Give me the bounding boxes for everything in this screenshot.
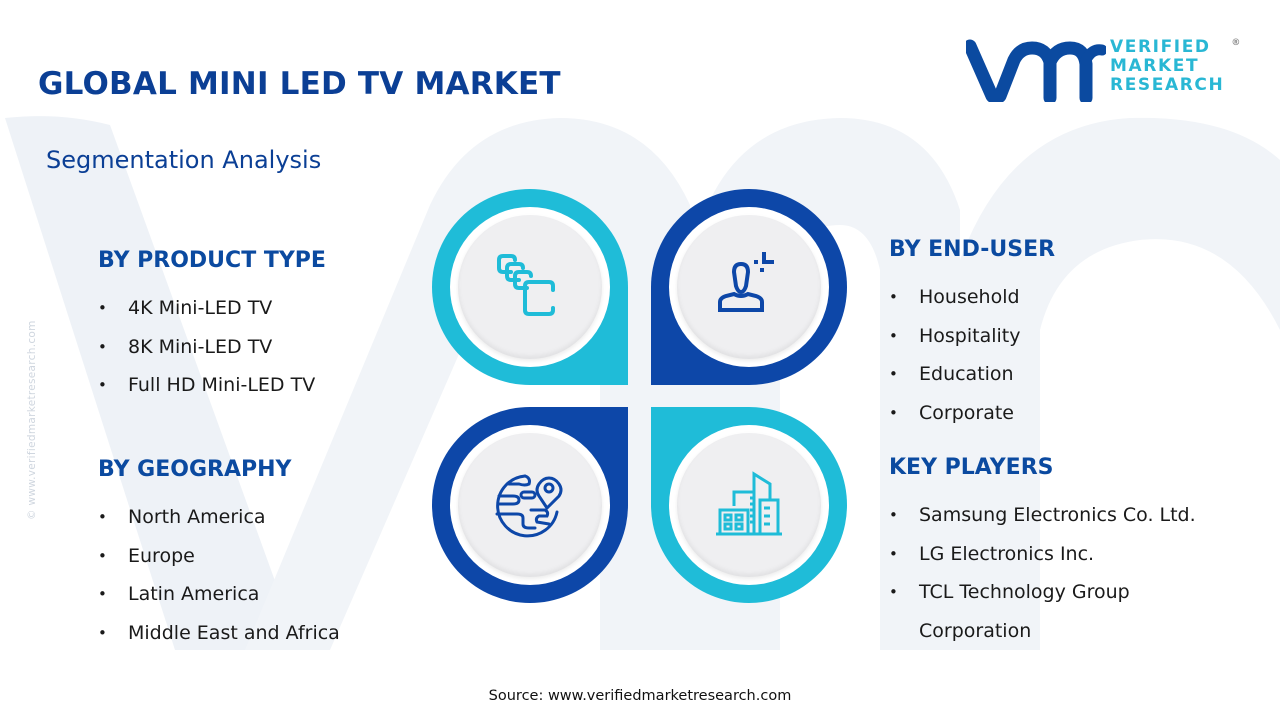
list-item: • Europe [98,544,195,567]
source-footnote: Source: www.verifiedmarketresearch.com [488,688,792,704]
segment-product-type: BY PRODUCT TYPE • 4K Mini-LED TV • 8K Mini… [98,248,326,405]
buildings-icon [716,471,782,536]
logo-line-3: RESEARCH [1110,75,1225,95]
segment-geography: BY GEOGRAPHY • North America • Europe • Lat… [98,457,340,652]
list-item: • Full HD Mini-LED TV [98,374,316,396]
segment-heading: BY GEOGRAPHY [98,457,292,482]
segment-heading: BY END-USER [889,237,1056,262]
registered-mark: ® [1231,38,1241,48]
list-item: • 8K Mini-LED TV [98,335,273,358]
vertical-watermark: © www.verifiedmarketresearch.com [26,320,38,520]
user-profile-icon [718,252,774,312]
list-item: • Middle East and Africa [98,621,340,644]
globe-location-icon [495,474,563,538]
quadrant-bottom-left [432,407,628,603]
list-item: • Samsung Electronics Co. Ltd. [889,504,1196,526]
quadrant-top-right [651,189,847,385]
quadrant-top-left [432,189,628,385]
list-item: • TCL Technology Group [889,581,1130,603]
logo-line-2: MARKET [1110,56,1200,76]
logo-line-1: VERIFIED [1110,37,1211,57]
vmr-logo: VERIFIED MARKET RESEARCH ® [966,37,1240,102]
page-subtitle: Segmentation Analysis [46,146,322,174]
stacked-screens-icon [497,254,555,316]
segment-heading: BY PRODUCT TYPE [98,248,326,273]
list-item: • Hospitality [889,324,1021,347]
list-item: • Latin America [98,583,260,605]
segment-end-user: BY END-USER • Household • Hospitality • Edu… [889,237,1055,432]
list-item: • North America [98,506,266,528]
vmr-mark-icon [966,39,1106,102]
segment-key-players: KEY PLAYERS • Samsung Electronics Co. Ltd… [889,455,1196,650]
list-item: • Corporate [889,401,1014,424]
list-item: • LG Electronics Inc. [889,542,1095,565]
list-item: • Household [889,286,1020,308]
quadrant-bottom-right [651,407,847,603]
logo-wordmark: VERIFIED MARKET RESEARCH ® [1110,37,1240,95]
list-item: • 4K Mini-LED TV [98,297,273,319]
page-title: GLOBAL MINI LED TV MARKET [38,66,561,102]
segment-heading: KEY PLAYERS [889,455,1054,480]
list-item: • Education [889,363,1014,385]
list-item-continuation: Corporation [919,619,1032,642]
